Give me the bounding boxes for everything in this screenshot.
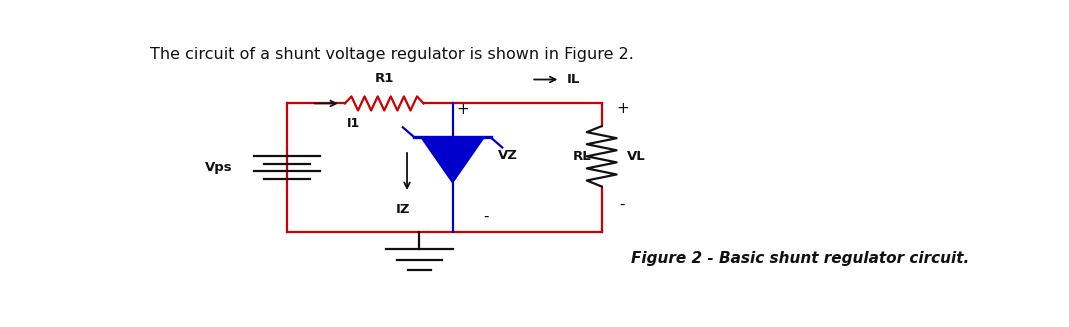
Text: +: + [456,102,469,117]
Text: +: + [616,101,629,116]
Text: R1: R1 [374,72,393,85]
Text: VL: VL [626,150,646,163]
Text: IZ: IZ [396,203,410,216]
Text: -: - [620,197,625,212]
Text: VZ: VZ [498,148,518,162]
Text: Figure 2 - Basic shunt regulator circuit.: Figure 2 - Basic shunt regulator circuit… [631,251,969,266]
Text: The circuit of a shunt voltage regulator is shown in Figure 2.: The circuit of a shunt voltage regulator… [150,47,634,62]
Text: Vps: Vps [205,161,233,174]
Polygon shape [421,137,484,183]
Text: RL: RL [573,150,592,163]
Text: I1: I1 [347,117,360,130]
Text: -: - [483,209,489,224]
Text: IL: IL [567,73,580,86]
